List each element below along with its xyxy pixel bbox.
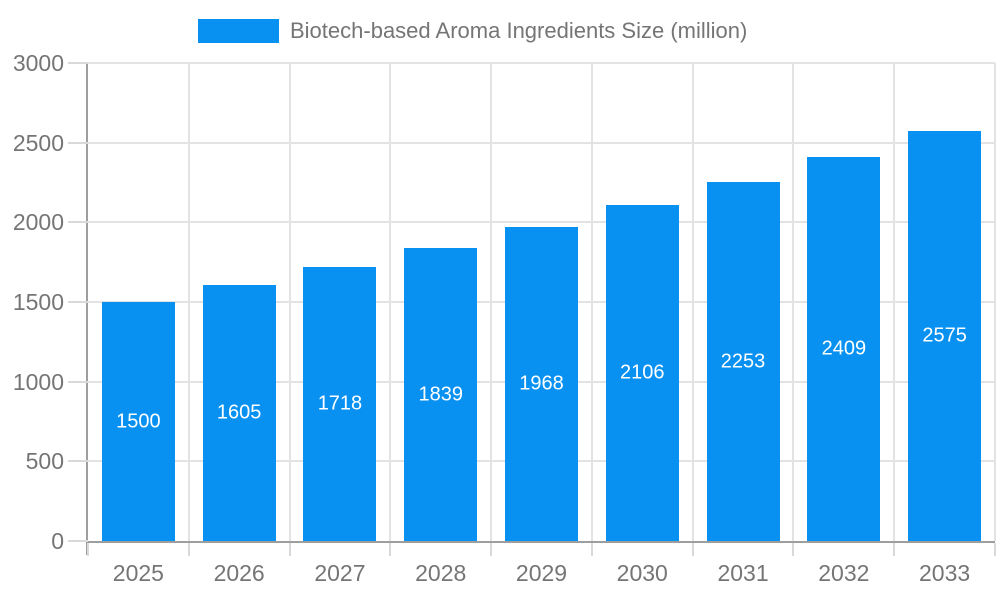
x-tick-8 [893, 543, 896, 556]
chart-legend: Biotech-based Aroma Ingredients Size (mi… [0, 0, 1000, 55]
y-axis-tick-label-1500: 1500 [12, 289, 64, 315]
x-axis-tick-label-2026: 2026 [213, 560, 265, 586]
bar-value-label: 2253 [720, 350, 766, 373]
legend-series-label[interactable]: Biotech-based Aroma Ingredients Size (mi… [290, 18, 748, 43]
x-axis-line [86, 541, 995, 543]
h-gridline-3000 [88, 62, 995, 64]
bar-value-label: 2106 [620, 361, 665, 384]
y-axis-tick-label-0: 0 [51, 528, 64, 554]
y-axis-tick-label-1000: 1000 [12, 368, 64, 395]
x-tick-6 [691, 543, 694, 556]
y-axis-tick-label-3000: 3000 [12, 50, 64, 76]
bar-2025[interactable]: 1500 [101, 302, 175, 541]
x-tick-0 [87, 543, 89, 556]
x-axis-tick-label-2033: 2033 [919, 560, 971, 586]
bar-value-label: 2575 [922, 324, 967, 347]
v-gridline-5 [590, 63, 593, 541]
y-tick-1000 [68, 380, 88, 383]
v-gridline-3 [389, 63, 392, 541]
x-axis-tick-label-2025: 2025 [112, 560, 164, 586]
y-axis-tick-label-500: 500 [25, 448, 64, 475]
x-axis-tick-label-2028: 2028 [415, 560, 467, 586]
v-gridline-4 [490, 63, 493, 541]
h-gridline-2500 [88, 141, 995, 144]
bar-2026[interactable]: 1605 [202, 285, 276, 541]
bar-2032[interactable]: 2409 [807, 157, 881, 541]
v-gridline-8 [893, 63, 896, 541]
bar-value-label: 2409 [821, 337, 867, 360]
x-tick-5 [590, 543, 593, 556]
bar-value-label: 1605 [216, 401, 262, 424]
x-axis-tick-label-2029: 2029 [515, 560, 568, 586]
bar-value-label: 1968 [519, 372, 564, 395]
v-gridline-9 [994, 63, 996, 541]
plot-area: 1500 1605 1718 1839 1968 2106 2253 2409 2575 [68, 62, 996, 556]
x-axis-tick-label-2030: 2030 [616, 560, 668, 586]
x-tick-7 [792, 543, 795, 556]
bar-2027[interactable]: 1718 [303, 267, 377, 541]
bar-2033[interactable]: 2575 [908, 130, 982, 541]
v-gridline-7 [792, 63, 795, 541]
x-tick-3 [389, 543, 392, 556]
bar-value-label: 1718 [317, 392, 363, 415]
h-gridline-2000 [88, 221, 995, 224]
v-gridline-2 [288, 63, 291, 541]
y-axis-line [86, 63, 88, 555]
bar-2028[interactable]: 1839 [404, 248, 478, 541]
y-tick-2000 [68, 221, 88, 224]
y-axis-tick-label-2500: 2500 [12, 129, 64, 156]
y-tick-2500 [68, 141, 88, 144]
bar-value-label: 1839 [418, 383, 463, 405]
y-axis-tick-label-2000: 2000 [12, 209, 64, 236]
y-tick-1500 [68, 301, 88, 303]
x-axis-tick-label-2027: 2027 [314, 560, 366, 586]
x-axis-tick-label-2031: 2031 [717, 560, 769, 586]
bar-2029[interactable]: 1968 [505, 227, 578, 541]
x-tick-2 [288, 543, 291, 556]
x-tick-9 [994, 543, 996, 556]
legend-swatch[interactable] [198, 19, 279, 43]
v-gridline-6 [691, 63, 694, 541]
y-tick-0 [68, 540, 88, 542]
bar-value-label: 1500 [116, 410, 161, 432]
bar-2030[interactable]: 2106 [605, 205, 679, 541]
y-tick-3000 [68, 62, 88, 64]
x-tick-1 [187, 543, 190, 556]
v-gridline-1 [187, 63, 190, 541]
x-tick-4 [490, 543, 493, 556]
x-axis-tick-label-2032: 2032 [818, 560, 870, 586]
bar-2031[interactable]: 2253 [706, 182, 780, 541]
y-tick-500 [68, 460, 88, 463]
